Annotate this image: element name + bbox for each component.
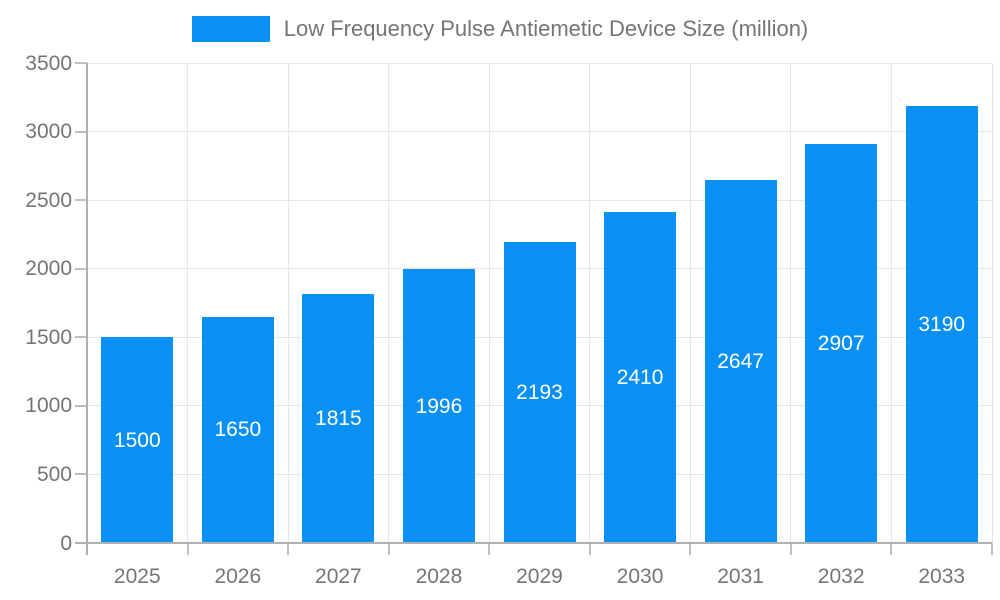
y-tick-label: 0 — [60, 531, 72, 555]
bar[interactable]: 2410 — [604, 212, 677, 543]
legend-label: Low Frequency Pulse Antiemetic Device Si… — [283, 16, 809, 41]
h-gridline — [87, 62, 992, 64]
bar-value-label: 2647 — [717, 349, 764, 373]
x-tick-label: 2025 — [113, 565, 161, 588]
y-tick-label: 2000 — [25, 257, 72, 281]
v-gridline — [991, 63, 993, 543]
x-axis-tick — [186, 543, 189, 555]
x-tick-label: 2032 — [817, 565, 865, 588]
x-axis-tick — [890, 543, 893, 555]
bar[interactable]: 1650 — [201, 316, 274, 543]
bar-value-label: 1500 — [113, 428, 161, 452]
bar-value-label: 2410 — [616, 366, 664, 390]
y-tick-label: 3000 — [25, 120, 72, 144]
bar-value-label: 3190 — [918, 312, 966, 336]
x-tick-label: 2031 — [717, 565, 764, 588]
x-axis-tick — [387, 543, 390, 555]
v-gridline — [890, 63, 892, 543]
y-tick-label: 1500 — [25, 325, 72, 349]
x-axis-tick — [488, 543, 491, 555]
bar-value-label: 2907 — [817, 332, 865, 356]
x-tick-label: 2029 — [516, 565, 563, 588]
bar[interactable]: 1815 — [302, 294, 375, 543]
y-axis-tick — [75, 267, 87, 270]
bar[interactable]: 3190 — [905, 105, 978, 543]
bar[interactable]: 1996 — [402, 269, 475, 543]
x-tick-label: 2033 — [918, 565, 966, 588]
x-axis-tick — [689, 543, 692, 555]
x-tick-label: 2026 — [214, 565, 262, 588]
y-axis-tick — [75, 62, 87, 64]
v-gridline — [488, 63, 490, 543]
x-axis-tick — [789, 543, 792, 555]
h-gridline — [87, 199, 992, 201]
y-axis-tick — [75, 404, 87, 407]
bar[interactable]: 2907 — [805, 144, 878, 543]
x-axis-tick — [588, 543, 591, 555]
y-tick-label: 500 — [36, 462, 72, 486]
bar[interactable]: 1500 — [101, 337, 174, 543]
v-gridline — [287, 63, 289, 543]
x-axis-tick — [991, 543, 993, 555]
x-tick-label: 2028 — [415, 565, 463, 588]
y-axis-tick — [75, 473, 87, 476]
bar[interactable]: 2647 — [704, 179, 777, 543]
v-gridline — [187, 63, 189, 543]
bar-value-label: 1815 — [315, 407, 362, 431]
x-axis-tick — [287, 543, 290, 555]
v-gridline — [689, 63, 691, 543]
x-axis-line — [75, 542, 992, 544]
x-tick-label: 2030 — [616, 565, 664, 588]
v-gridline — [589, 63, 591, 543]
y-axis-tick — [75, 199, 87, 202]
h-gridline — [87, 131, 992, 133]
y-tick-label: 2500 — [25, 188, 72, 212]
v-gridline — [790, 63, 792, 543]
y-axis-line — [86, 63, 88, 555]
y-tick-label: 3500 — [25, 51, 72, 75]
v-gridline — [388, 63, 390, 543]
legend-swatch — [191, 16, 270, 42]
x-tick-label: 2027 — [315, 565, 362, 588]
y-axis-tick — [75, 130, 87, 133]
y-axis-tick — [75, 336, 87, 339]
bar-value-label: 1996 — [415, 394, 463, 418]
bar[interactable]: 2193 — [503, 242, 576, 543]
y-tick-label: 1000 — [25, 394, 72, 418]
legend-item[interactable]: Low Frequency Pulse Antiemetic Device Si… — [0, 16, 1000, 42]
bar-value-label: 2193 — [516, 381, 563, 405]
bar-value-label: 1650 — [214, 418, 262, 442]
